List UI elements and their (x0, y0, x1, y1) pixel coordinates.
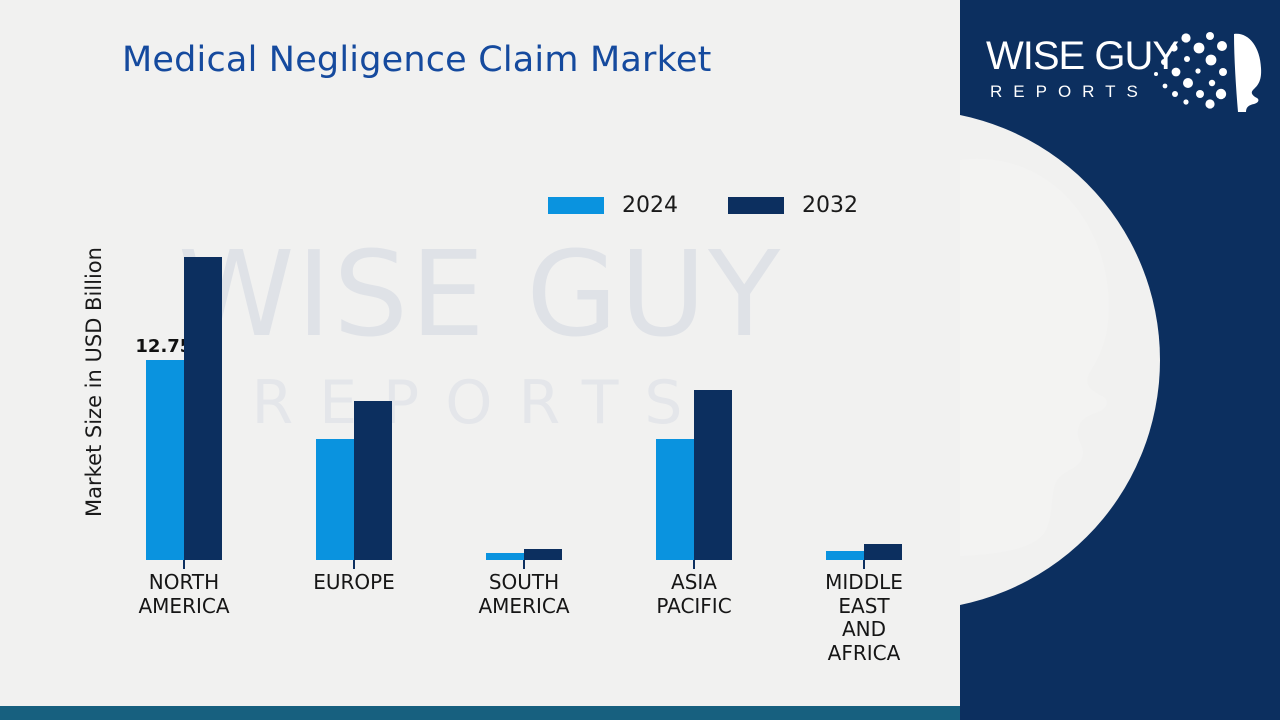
brand-panel: WISE GUY REPORTS (960, 0, 1280, 720)
logo-dot-pattern-icon (1154, 32, 1262, 112)
bar-2032 (524, 549, 562, 560)
legend-swatch-2024 (548, 197, 604, 214)
bar-group: EUROPE (313, 401, 395, 594)
x-axis-tick (523, 560, 525, 569)
bar-rect-2032 (184, 256, 222, 560)
legend-item-2032: 2032 (728, 193, 858, 218)
bar-2024 (486, 552, 524, 560)
bar-rect-2024 (826, 550, 864, 560)
chart-legend: 2024 2032 (548, 193, 858, 218)
bar-rect-2024 (656, 439, 694, 560)
bar-2024: 12.75 (135, 336, 192, 560)
x-axis-tick (863, 560, 865, 569)
bar-2032 (864, 544, 902, 560)
bar-2032 (694, 390, 732, 560)
page-title: Medical Negligence Claim Market (122, 40, 712, 80)
x-axis-tick (183, 560, 185, 569)
bar-2024 (316, 439, 354, 560)
x-axis-tick (693, 560, 695, 569)
legend-swatch-2032 (728, 197, 784, 214)
bar-group: MIDDLE EAST AND AFRICA (824, 544, 904, 665)
brand-logo: WISE GUY REPORTS (982, 28, 1262, 116)
bar-rect-2032 (524, 549, 562, 560)
bar-rect-2024 (316, 439, 354, 560)
brand-logo-subtitle: REPORTS (990, 82, 1149, 101)
bar-2032 (184, 256, 222, 560)
legend-label-2024: 2024 (622, 193, 678, 218)
x-axis-category-label: EUROPE (313, 570, 395, 594)
bar-2024 (826, 550, 864, 560)
bar-rect-2024 (486, 552, 524, 560)
bottom-accent-bar (0, 706, 960, 720)
bar-value-label: 12.75 (135, 335, 193, 357)
x-axis-category-label: MIDDLE EAST AND AFRICA (825, 570, 903, 665)
bar-rect-2032 (864, 544, 902, 560)
x-axis-category-label: SOUTH AMERICA (478, 570, 570, 618)
x-axis-category-label: ASIA PACIFIC (656, 570, 732, 618)
bar-group: ASIA PACIFIC (654, 390, 734, 617)
x-axis-category-label: NORTH AMERICA (138, 570, 230, 618)
head-profile-icon (960, 158, 1109, 556)
x-axis-tick (353, 560, 355, 569)
legend-item-2024: 2024 (548, 193, 678, 218)
bar-group: SOUTH AMERICA (478, 549, 570, 617)
legend-label-2032: 2032 (802, 193, 858, 218)
plot-area: 12.75 NORTH AMERICA EUROPE SOUTH AMERICA ASI… (100, 230, 940, 665)
bar-rect-2032 (354, 401, 392, 560)
bar-rect-2024 (146, 359, 184, 560)
chart-panel: WISE GUY REPORTS Medical Negligence Clai… (0, 40, 960, 720)
bar-2032 (354, 401, 392, 560)
brand-logo-title: WISE GUY (986, 34, 1179, 78)
bar-group: 12.75 NORTH AMERICA (135, 256, 230, 617)
bar-2024 (656, 439, 694, 560)
bar-rect-2032 (694, 390, 732, 560)
